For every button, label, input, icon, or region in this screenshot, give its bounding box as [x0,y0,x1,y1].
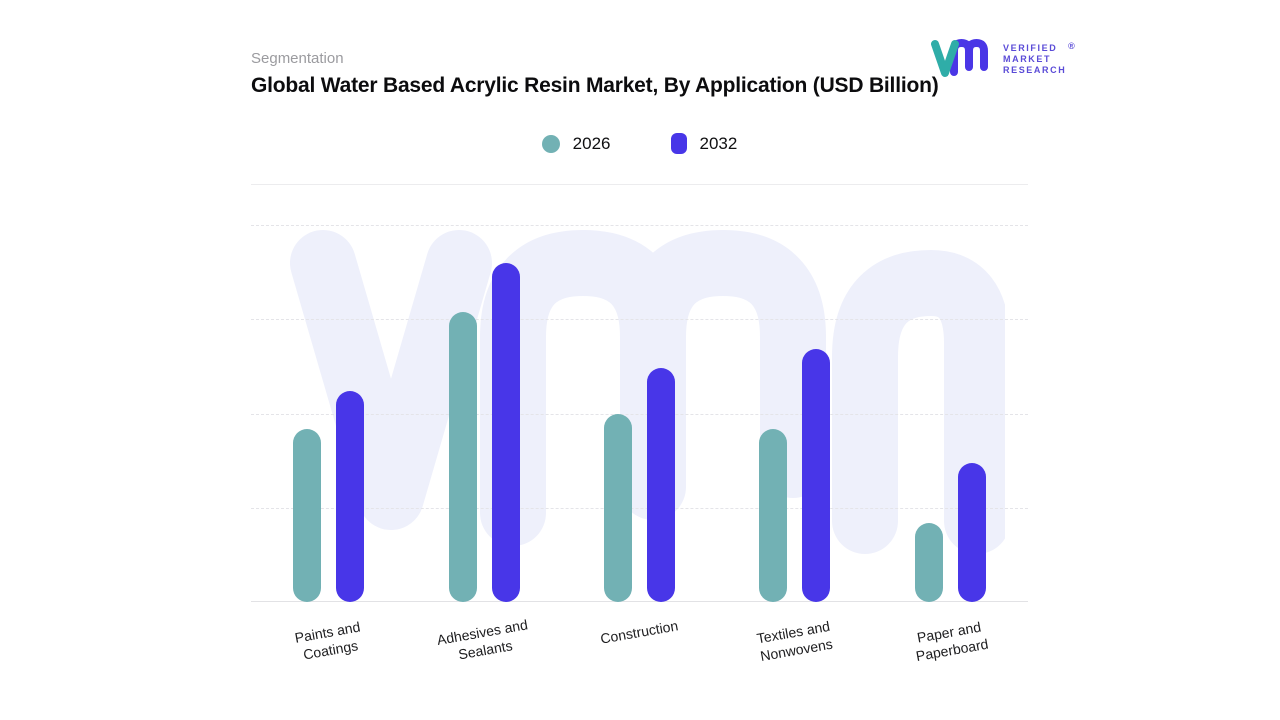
bar-2032[interactable] [802,349,831,602]
registered-trademark-icon: ® [1068,41,1077,51]
segmentation-eyebrow: Segmentation [251,50,344,67]
gridline-25 [251,507,1028,509]
bar-2032[interactable] [646,368,675,602]
bar-chart [251,225,1028,602]
logo-line-market: MARKET [1003,54,1052,64]
bar-2032[interactable] [957,462,986,602]
vmr-logo: VERIFIED MARKET RESEARCH ® [926,36,1075,83]
legend-swatch-2032 [670,133,687,154]
bar-group [407,225,562,602]
category-label-cell: Textiles and Nonwovens [717,612,872,664]
category-label-cell: Adhesives and Sealants [407,612,562,662]
legend-swatch-2026 [541,134,560,153]
category-label-cell: Paints and Coatings [251,612,406,663]
bar-2026[interactable] [759,428,788,602]
chart-legend: 2026 2032 [251,133,1028,154]
bar-group [873,225,1028,602]
category-label-cell: Construction [562,612,717,659]
legend-item-2026[interactable]: 2026 [541,133,611,154]
logo-line-research: RESEARCH [1003,65,1067,75]
bar-group [717,225,872,602]
chart-title: Global Water Based Acrylic Resin Market,… [251,74,939,97]
legend-label-2026: 2026 [572,133,611,153]
logo-line-verified: VERIFIED [1003,43,1058,53]
plot-area [251,225,1028,602]
bar-2032[interactable] [336,390,365,602]
header-divider [251,184,1028,185]
category-label-cell: Paper and Paperboard [873,612,1028,664]
category-label: Textiles and Nonwovens [755,617,834,664]
bar-2026[interactable] [293,428,322,602]
category-label: Paper and Paperboard [914,618,990,664]
gridline-50 [251,413,1028,415]
category-label: Paints and Coatings [293,618,362,663]
bar-2026[interactable] [448,311,477,602]
gridline-100 [251,225,1028,226]
bar-group [251,225,406,602]
category-axis-labels: Paints and Coatings Adhesives and Sealant… [251,612,1028,664]
bar-group [562,225,717,602]
bar-2026[interactable] [914,522,943,602]
legend-item-2032[interactable]: 2032 [670,133,738,154]
x-axis-baseline [251,601,1028,602]
vmr-logo-text: VERIFIED MARKET RESEARCH ® [1003,41,1075,76]
gridline-75 [251,319,1028,321]
legend-label-2032: 2032 [699,133,738,153]
bar-2026[interactable] [603,413,632,602]
vmr-logo-mark-icon [926,36,994,83]
category-label: Adhesives and Sealants [435,616,530,662]
bar-2032[interactable] [491,262,520,602]
category-label: Construction [599,617,680,647]
